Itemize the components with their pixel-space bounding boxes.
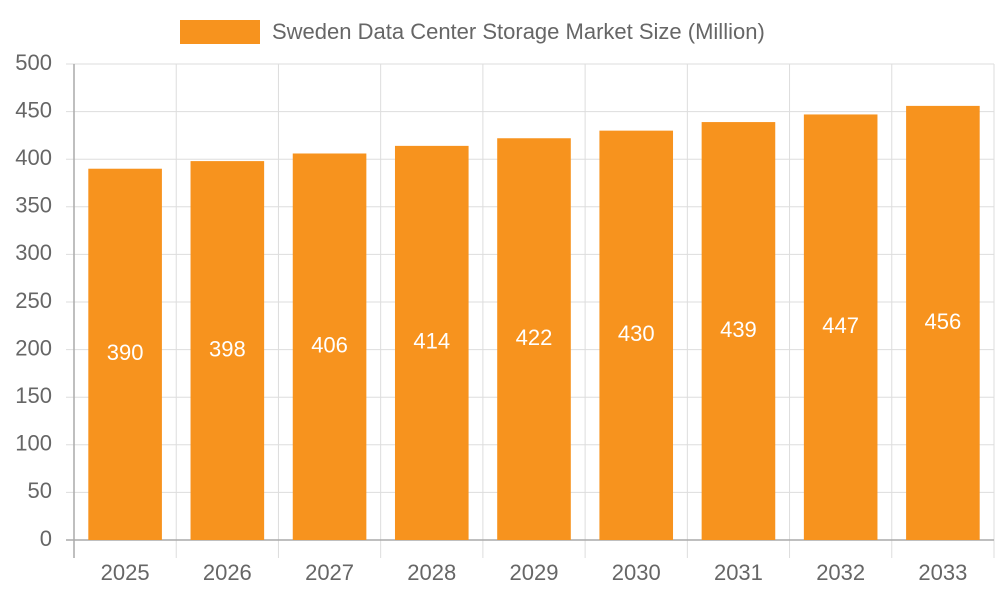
bar	[701, 122, 776, 541]
bar	[88, 168, 162, 540]
y-tick-label: 400	[15, 145, 52, 170]
data-label: 456	[925, 309, 962, 334]
x-tick-label: 2030	[612, 560, 661, 585]
data-label: 430	[618, 321, 655, 346]
bar	[497, 138, 571, 541]
y-tick-label: 0	[40, 526, 52, 551]
bar	[190, 161, 265, 540]
y-tick-label: 350	[15, 193, 52, 218]
x-tick-label: 2027	[305, 560, 354, 585]
data-label: 422	[516, 325, 553, 350]
y-tick-label: 100	[15, 431, 52, 456]
y-tick-label: 300	[15, 240, 52, 265]
bar	[394, 145, 469, 540]
x-tick-label: 2033	[918, 560, 967, 585]
x-tick-label: 2026	[203, 560, 252, 585]
x-tick-label: 2029	[510, 560, 559, 585]
y-tick-label: 250	[15, 288, 52, 313]
bar	[803, 114, 878, 541]
bar	[906, 105, 980, 540]
y-tick-label: 200	[15, 335, 52, 360]
data-label: 390	[107, 340, 144, 365]
legend-label: Sweden Data Center Storage Market Size (…	[272, 19, 765, 44]
data-label: 414	[413, 329, 450, 354]
y-tick-label: 450	[15, 97, 52, 122]
y-tick-label: 150	[15, 383, 52, 408]
x-tick-label: 2031	[714, 560, 763, 585]
bar	[292, 153, 367, 540]
data-label: 398	[209, 336, 246, 361]
x-tick-label: 2025	[101, 560, 150, 585]
legend-swatch	[180, 20, 260, 44]
data-label: 406	[311, 333, 348, 358]
x-tick-label: 2032	[816, 560, 865, 585]
data-label: 439	[720, 317, 757, 342]
bar	[599, 130, 674, 540]
y-tick-label: 50	[28, 478, 52, 503]
data-label: 447	[822, 313, 859, 338]
x-tick-label: 2028	[407, 560, 456, 585]
y-tick-label: 500	[15, 50, 52, 75]
